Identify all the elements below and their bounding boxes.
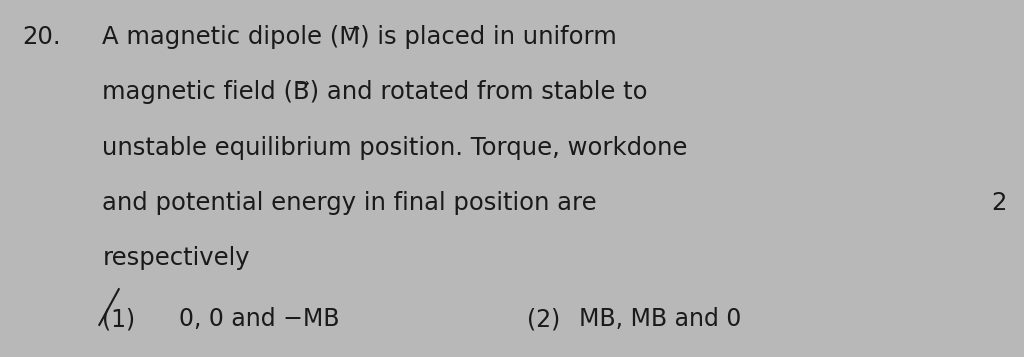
- Text: MB, MB and 0: MB, MB and 0: [579, 307, 741, 331]
- Text: 0, 0 and −MB: 0, 0 and −MB: [179, 307, 340, 331]
- Text: (2): (2): [527, 307, 560, 331]
- Text: (1): (1): [102, 307, 135, 331]
- Text: respectively: respectively: [102, 246, 250, 270]
- Text: 2: 2: [991, 191, 1007, 215]
- Text: and potential energy in final position are: and potential energy in final position a…: [102, 191, 597, 215]
- Text: magnetic field (B⃗) and rotated from stable to: magnetic field (B⃗) and rotated from sta…: [102, 80, 648, 104]
- Text: A magnetic dipole (M⃗) is placed in uniform: A magnetic dipole (M⃗) is placed in unif…: [102, 25, 617, 49]
- Text: 20.: 20.: [23, 25, 61, 49]
- Text: unstable equilibrium position. Torque, workdone: unstable equilibrium position. Torque, w…: [102, 136, 688, 160]
